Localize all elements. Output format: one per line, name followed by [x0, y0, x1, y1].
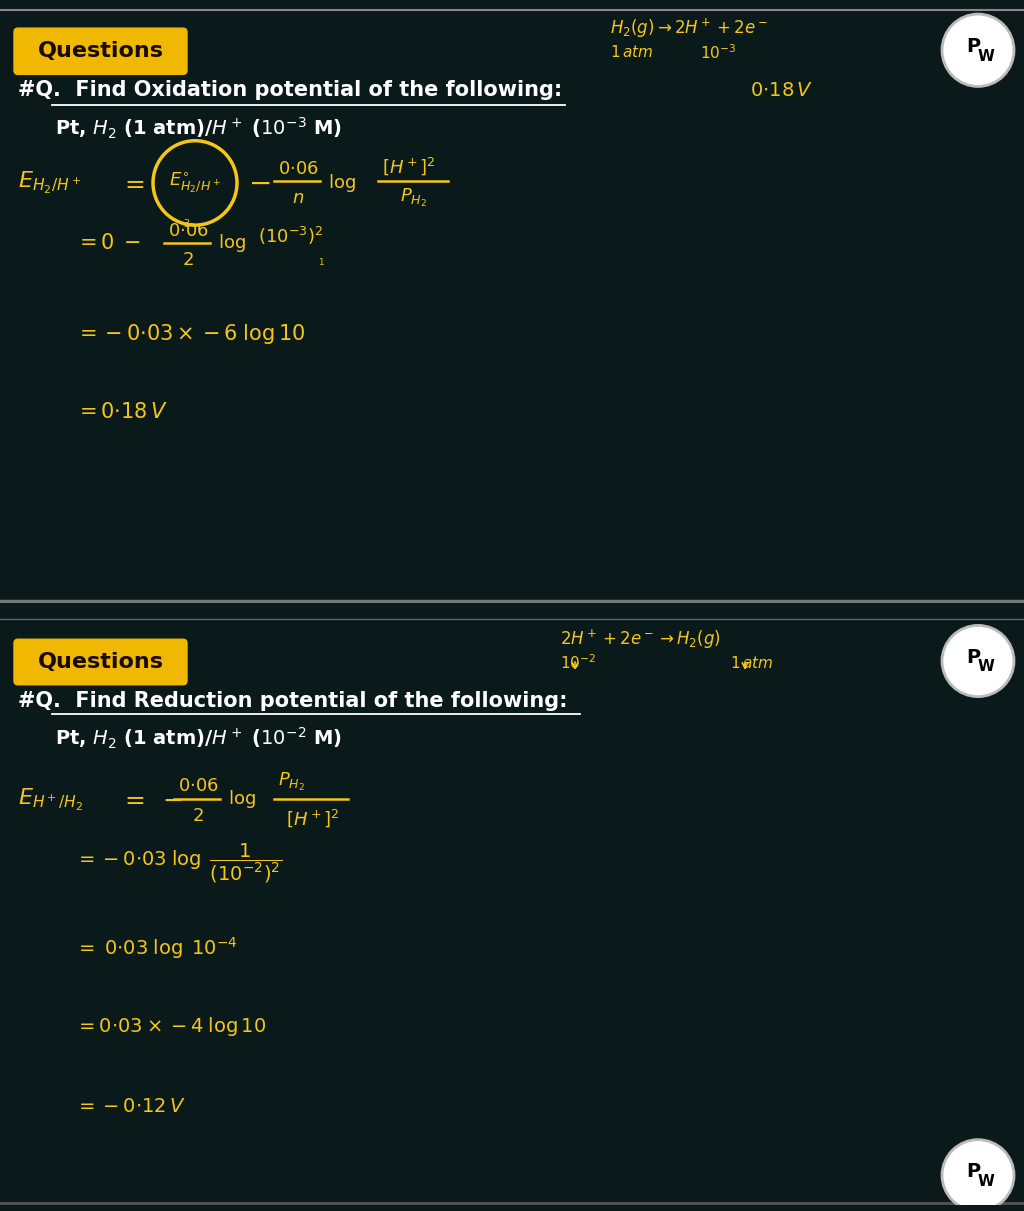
- Text: $H_2(g) \rightarrow 2H^+ + 2e^-$: $H_2(g) \rightarrow 2H^+ + 2e^-$: [610, 17, 768, 40]
- FancyBboxPatch shape: [14, 639, 187, 684]
- Text: $2$: $2$: [182, 252, 194, 269]
- Circle shape: [942, 15, 1014, 86]
- Text: $1\,atm$: $1\,atm$: [610, 45, 653, 61]
- Text: P: P: [966, 1161, 980, 1181]
- Text: $2H^+ + 2e^- \rightarrow H_2(g)$: $2H^+ + 2e^- \rightarrow H_2(g)$: [560, 627, 721, 650]
- Text: $P_{H_2}$: $P_{H_2}$: [400, 186, 427, 210]
- Text: $-$: $-$: [248, 168, 270, 197]
- Text: $E_{H^+/H_2}$: $E_{H^+/H_2}$: [18, 786, 83, 813]
- Text: P: P: [966, 648, 980, 666]
- Text: $[H^+]^2$: $[H^+]^2$: [382, 155, 435, 177]
- Text: $= 0 \;-\;$: $= 0 \;-\;$: [75, 234, 141, 253]
- Text: $n$: $n$: [292, 189, 304, 207]
- Text: W: W: [978, 660, 994, 675]
- Text: $P_{H_2}$: $P_{H_2}$: [278, 770, 305, 793]
- Text: #Q.  Find Reduction potential of the following:: #Q. Find Reduction potential of the foll…: [18, 690, 567, 711]
- Circle shape: [942, 625, 1014, 696]
- Text: W: W: [978, 1173, 994, 1189]
- Text: #Q.  Find Oxidation potential of the following:: #Q. Find Oxidation potential of the foll…: [18, 80, 562, 101]
- Text: $2$: $2$: [193, 808, 204, 825]
- Text: $=$: $=$: [120, 171, 145, 195]
- Circle shape: [942, 1140, 1014, 1211]
- FancyBboxPatch shape: [14, 28, 187, 74]
- Text: $= -0{\cdot}03 \times -6\; \log 10$: $= -0{\cdot}03 \times -6\; \log 10$: [75, 322, 305, 345]
- Text: $E_{H_2/H^+}$: $E_{H_2/H^+}$: [18, 170, 81, 196]
- Text: $= \;0{\cdot}03\; \log\; 10^{-4}$: $= \;0{\cdot}03\; \log\; 10^{-4}$: [75, 935, 238, 960]
- Text: $^3$: $^3$: [183, 218, 190, 233]
- Text: $10^{-3}$: $10^{-3}$: [700, 42, 736, 62]
- Text: P: P: [966, 36, 980, 56]
- Text: $[H^+]^2$: $[H^+]^2$: [286, 808, 340, 830]
- Text: $= 0{\cdot}03 \times -4\; \log 10$: $= 0{\cdot}03 \times -4\; \log 10$: [75, 1016, 266, 1038]
- Text: $(10^{-3})^2$: $(10^{-3})^2$: [258, 225, 324, 247]
- Text: W: W: [978, 48, 994, 64]
- Text: $= -0{\cdot}12\,V$: $= -0{\cdot}12\,V$: [75, 1096, 186, 1115]
- Text: $= -0{\cdot}03\; \log\; \dfrac{1}{(10^{-2})^2}$: $= -0{\cdot}03\; \log\; \dfrac{1}{(10^{-…: [75, 840, 282, 884]
- Text: $= 0{\cdot}18\,V$: $= 0{\cdot}18\,V$: [75, 402, 168, 423]
- Text: Pt, $H_2$ (1 atm)/$H^+$ ($10^{-3}$ M): Pt, $H_2$ (1 atm)/$H^+$ ($10^{-3}$ M): [55, 116, 342, 142]
- Text: $\log$: $\log$: [328, 172, 355, 194]
- Text: Questions: Questions: [38, 652, 164, 672]
- Text: $0{\cdot}06$: $0{\cdot}06$: [178, 776, 219, 794]
- Text: $0{\cdot}18\,V$: $0{\cdot}18\,V$: [750, 81, 813, 101]
- Text: Pt, $H_2$ (1 atm)/$H^+$ ($10^{-2}$ M): Pt, $H_2$ (1 atm)/$H^+$ ($10^{-2}$ M): [55, 725, 342, 751]
- Text: Questions: Questions: [38, 41, 164, 62]
- Text: $10^{-2}$: $10^{-2}$: [560, 654, 596, 672]
- Text: $= \;-$: $= \;-$: [120, 787, 182, 811]
- Text: $\log$: $\log$: [228, 788, 256, 810]
- Text: $\log$: $\log$: [218, 233, 246, 254]
- Text: $E^{\circ}_{H_2/H^+}$: $E^{\circ}_{H_2/H^+}$: [169, 171, 221, 195]
- Text: $1\,atm$: $1\,atm$: [730, 655, 773, 671]
- Text: $0{\cdot}06$: $0{\cdot}06$: [278, 160, 318, 178]
- Text: $_1$: $_1$: [318, 254, 325, 268]
- Text: $0{\cdot}06$: $0{\cdot}06$: [168, 222, 209, 240]
